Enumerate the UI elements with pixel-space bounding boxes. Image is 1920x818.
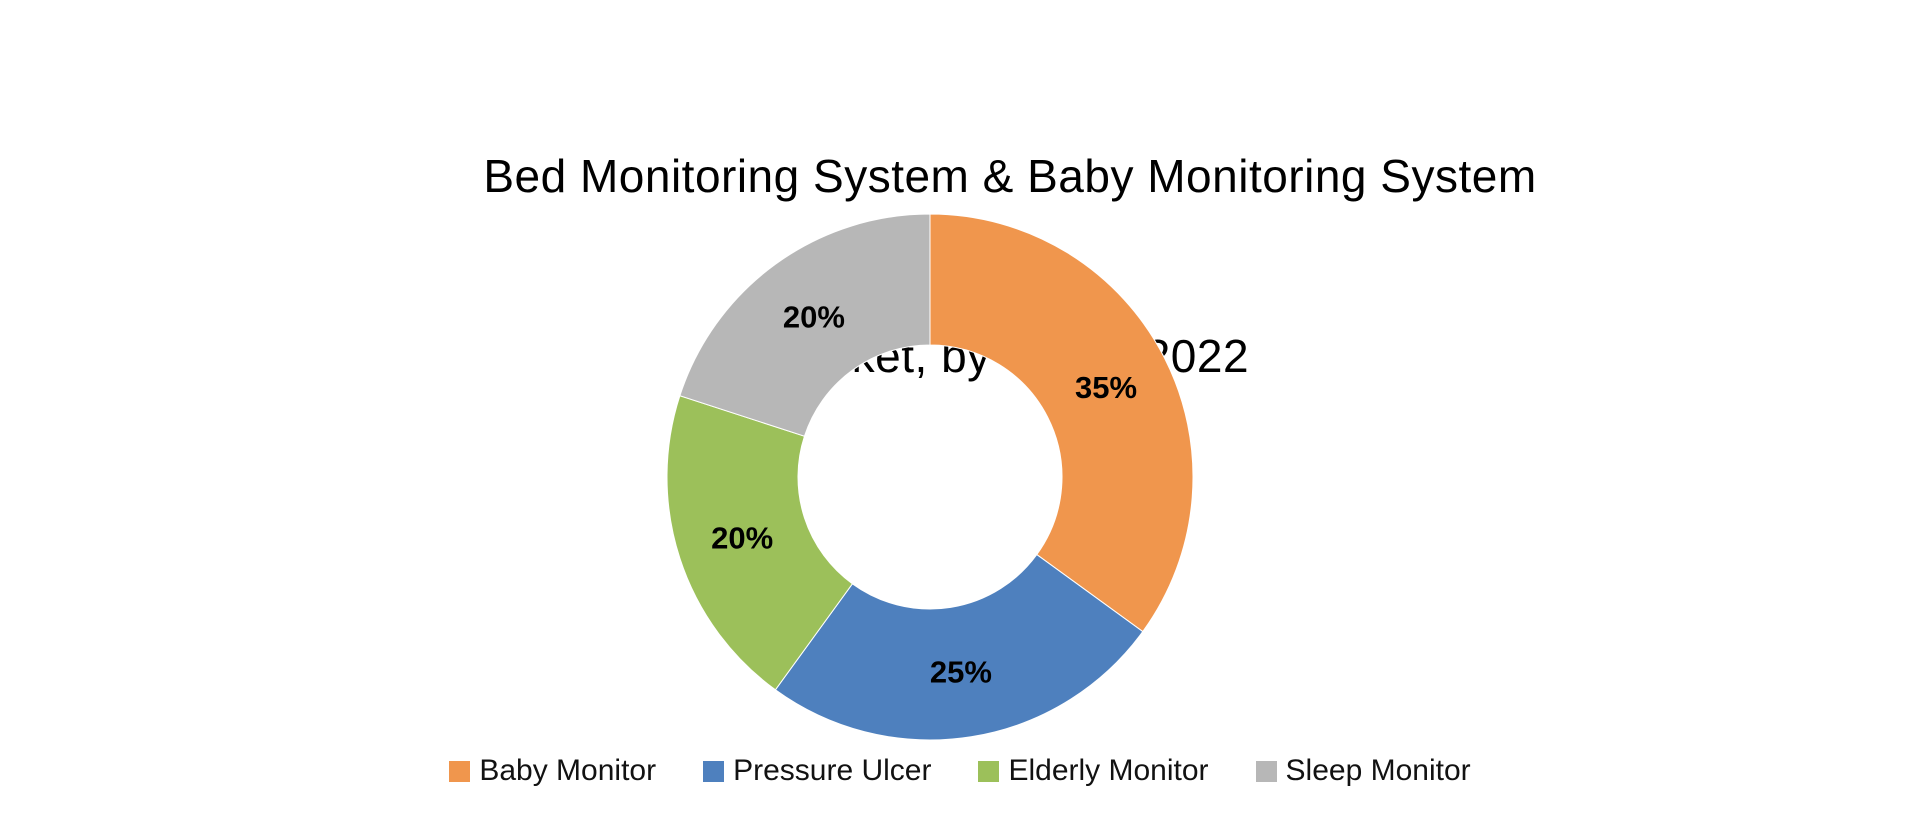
slice-label-pressure-ulcer: 25%	[930, 655, 992, 690]
legend-swatch-icon	[978, 760, 1000, 782]
donut-chart: 35% 25% 20% 20%	[667, 214, 1193, 740]
legend-swatch-icon	[1255, 760, 1277, 782]
legend-label: Baby Monitor	[479, 754, 657, 787]
legend-item-baby-monitor: Baby Monitor	[449, 752, 656, 790]
legend-label: Sleep Monitor	[1285, 754, 1471, 787]
pie-slice-baby-monitor	[929, 214, 1193, 633]
pie-slice-sleep-monitor	[679, 214, 931, 437]
legend-item-sleep-monitor: Sleep Monitor	[1255, 752, 1471, 790]
slice-label-elderly-monitor: 20%	[711, 521, 773, 556]
legend: Baby Monitor Pressure Ulcer Elderly Monito…	[0, 751, 1920, 791]
legend-label: Pressure Ulcer	[733, 754, 932, 787]
pie-slice-pressure-ulcer	[774, 553, 1144, 740]
legend-item-pressure-ulcer: Pressure Ulcer	[703, 752, 931, 790]
pie-slice-elderly-monitor	[667, 395, 854, 691]
legend-item-elderly-monitor: Elderly Monitor	[978, 752, 1209, 790]
slice-label-sleep-monitor: 20%	[783, 300, 845, 335]
legend-swatch-icon	[703, 760, 725, 782]
legend-swatch-icon	[449, 760, 471, 782]
legend-label: Elderly Monitor	[1008, 754, 1209, 787]
slice-label-baby-monitor: 35%	[1075, 370, 1137, 405]
chart-title-line1: Bed Monitoring System & Baby Monitoring …	[483, 150, 1537, 202]
